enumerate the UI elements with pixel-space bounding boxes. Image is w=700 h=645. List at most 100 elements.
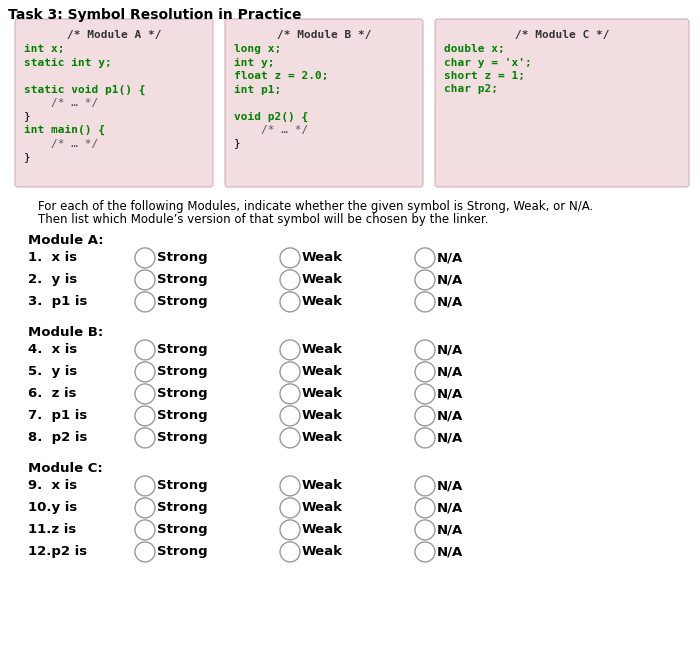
- Text: Strong: Strong: [157, 388, 208, 401]
- Text: char y = 'x';: char y = 'x';: [444, 57, 532, 68]
- Ellipse shape: [415, 248, 435, 268]
- Text: /* … */: /* … */: [24, 98, 98, 108]
- FancyBboxPatch shape: [15, 19, 213, 187]
- Text: Weak: Weak: [302, 295, 343, 308]
- Ellipse shape: [135, 476, 155, 496]
- Text: Weak: Weak: [302, 273, 343, 286]
- Ellipse shape: [135, 248, 155, 268]
- Text: Strong: Strong: [157, 366, 208, 379]
- Ellipse shape: [135, 520, 155, 540]
- Text: Weak: Weak: [302, 366, 343, 379]
- Text: 2.  y is: 2. y is: [28, 273, 77, 286]
- Text: char p2;: char p2;: [444, 84, 498, 95]
- Text: N/A: N/A: [437, 432, 463, 444]
- Text: 8.  p2 is: 8. p2 is: [28, 432, 88, 444]
- Text: Strong: Strong: [157, 295, 208, 308]
- Text: 12.p2 is: 12.p2 is: [28, 546, 87, 559]
- Text: /* Module A */: /* Module A */: [66, 30, 161, 40]
- Text: int x;: int x;: [24, 44, 64, 54]
- Text: Module A:: Module A:: [28, 234, 104, 247]
- Text: Weak: Weak: [302, 410, 343, 422]
- Ellipse shape: [280, 340, 300, 360]
- Text: Strong: Strong: [157, 546, 208, 559]
- Text: Strong: Strong: [157, 273, 208, 286]
- Ellipse shape: [415, 520, 435, 540]
- Text: 4.  x is: 4. x is: [28, 343, 77, 357]
- Ellipse shape: [280, 362, 300, 382]
- Text: 7.  p1 is: 7. p1 is: [28, 410, 88, 422]
- Text: Weak: Weak: [302, 343, 343, 357]
- Text: 9.  x is: 9. x is: [28, 479, 77, 492]
- Text: N/A: N/A: [437, 410, 463, 422]
- Ellipse shape: [135, 270, 155, 290]
- Ellipse shape: [280, 384, 300, 404]
- Text: }: }: [234, 139, 241, 148]
- Text: Weak: Weak: [302, 432, 343, 444]
- Text: Weak: Weak: [302, 479, 343, 492]
- Ellipse shape: [280, 498, 300, 518]
- Ellipse shape: [415, 340, 435, 360]
- Text: short z = 1;: short z = 1;: [444, 71, 525, 81]
- Text: N/A: N/A: [437, 501, 463, 515]
- Text: Module B:: Module B:: [28, 326, 104, 339]
- Text: int p1;: int p1;: [234, 84, 281, 95]
- Text: float z = 2.0;: float z = 2.0;: [234, 71, 328, 81]
- Text: Weak: Weak: [302, 501, 343, 515]
- Text: void p2() {: void p2() {: [234, 112, 308, 122]
- Text: Weak: Weak: [302, 252, 343, 264]
- Text: Strong: Strong: [157, 410, 208, 422]
- Ellipse shape: [280, 406, 300, 426]
- Text: Weak: Weak: [302, 546, 343, 559]
- Text: N/A: N/A: [437, 252, 463, 264]
- Text: /* Module C */: /* Module C */: [514, 30, 609, 40]
- Ellipse shape: [280, 270, 300, 290]
- Text: N/A: N/A: [437, 366, 463, 379]
- Ellipse shape: [280, 542, 300, 562]
- Text: int main() {: int main() {: [24, 125, 105, 135]
- Text: Strong: Strong: [157, 523, 208, 537]
- Ellipse shape: [135, 542, 155, 562]
- Text: 1.  x is: 1. x is: [28, 252, 77, 264]
- Text: Task 3: Symbol Resolution in Practice: Task 3: Symbol Resolution in Practice: [8, 8, 302, 22]
- FancyBboxPatch shape: [435, 19, 689, 187]
- Text: Strong: Strong: [157, 432, 208, 444]
- Ellipse shape: [135, 384, 155, 404]
- Ellipse shape: [280, 248, 300, 268]
- Text: N/A: N/A: [437, 479, 463, 492]
- Text: static int y;: static int y;: [24, 57, 112, 68]
- Text: }: }: [24, 112, 31, 121]
- Ellipse shape: [415, 406, 435, 426]
- Ellipse shape: [280, 292, 300, 312]
- Ellipse shape: [135, 292, 155, 312]
- Ellipse shape: [415, 292, 435, 312]
- Text: static void p1() {: static void p1() {: [24, 84, 146, 95]
- Ellipse shape: [135, 428, 155, 448]
- Text: 6.  z is: 6. z is: [28, 388, 76, 401]
- FancyBboxPatch shape: [225, 19, 423, 187]
- Text: Strong: Strong: [157, 252, 208, 264]
- Text: N/A: N/A: [437, 273, 463, 286]
- Ellipse shape: [415, 498, 435, 518]
- Text: 11.z is: 11.z is: [28, 523, 76, 537]
- Text: N/A: N/A: [437, 523, 463, 537]
- Text: /* … */: /* … */: [234, 125, 308, 135]
- Text: Strong: Strong: [157, 501, 208, 515]
- Ellipse shape: [135, 406, 155, 426]
- Text: N/A: N/A: [437, 388, 463, 401]
- Ellipse shape: [135, 498, 155, 518]
- Text: Weak: Weak: [302, 523, 343, 537]
- Text: 5.  y is: 5. y is: [28, 366, 77, 379]
- Ellipse shape: [280, 520, 300, 540]
- Text: Strong: Strong: [157, 479, 208, 492]
- Text: 3.  p1 is: 3. p1 is: [28, 295, 88, 308]
- Ellipse shape: [415, 476, 435, 496]
- Ellipse shape: [415, 362, 435, 382]
- Text: long x;: long x;: [234, 44, 281, 54]
- Text: 10.y is: 10.y is: [28, 501, 77, 515]
- Text: Strong: Strong: [157, 343, 208, 357]
- Ellipse shape: [280, 476, 300, 496]
- Text: /* … */: /* … */: [24, 139, 98, 148]
- Text: N/A: N/A: [437, 546, 463, 559]
- Ellipse shape: [415, 384, 435, 404]
- Ellipse shape: [135, 362, 155, 382]
